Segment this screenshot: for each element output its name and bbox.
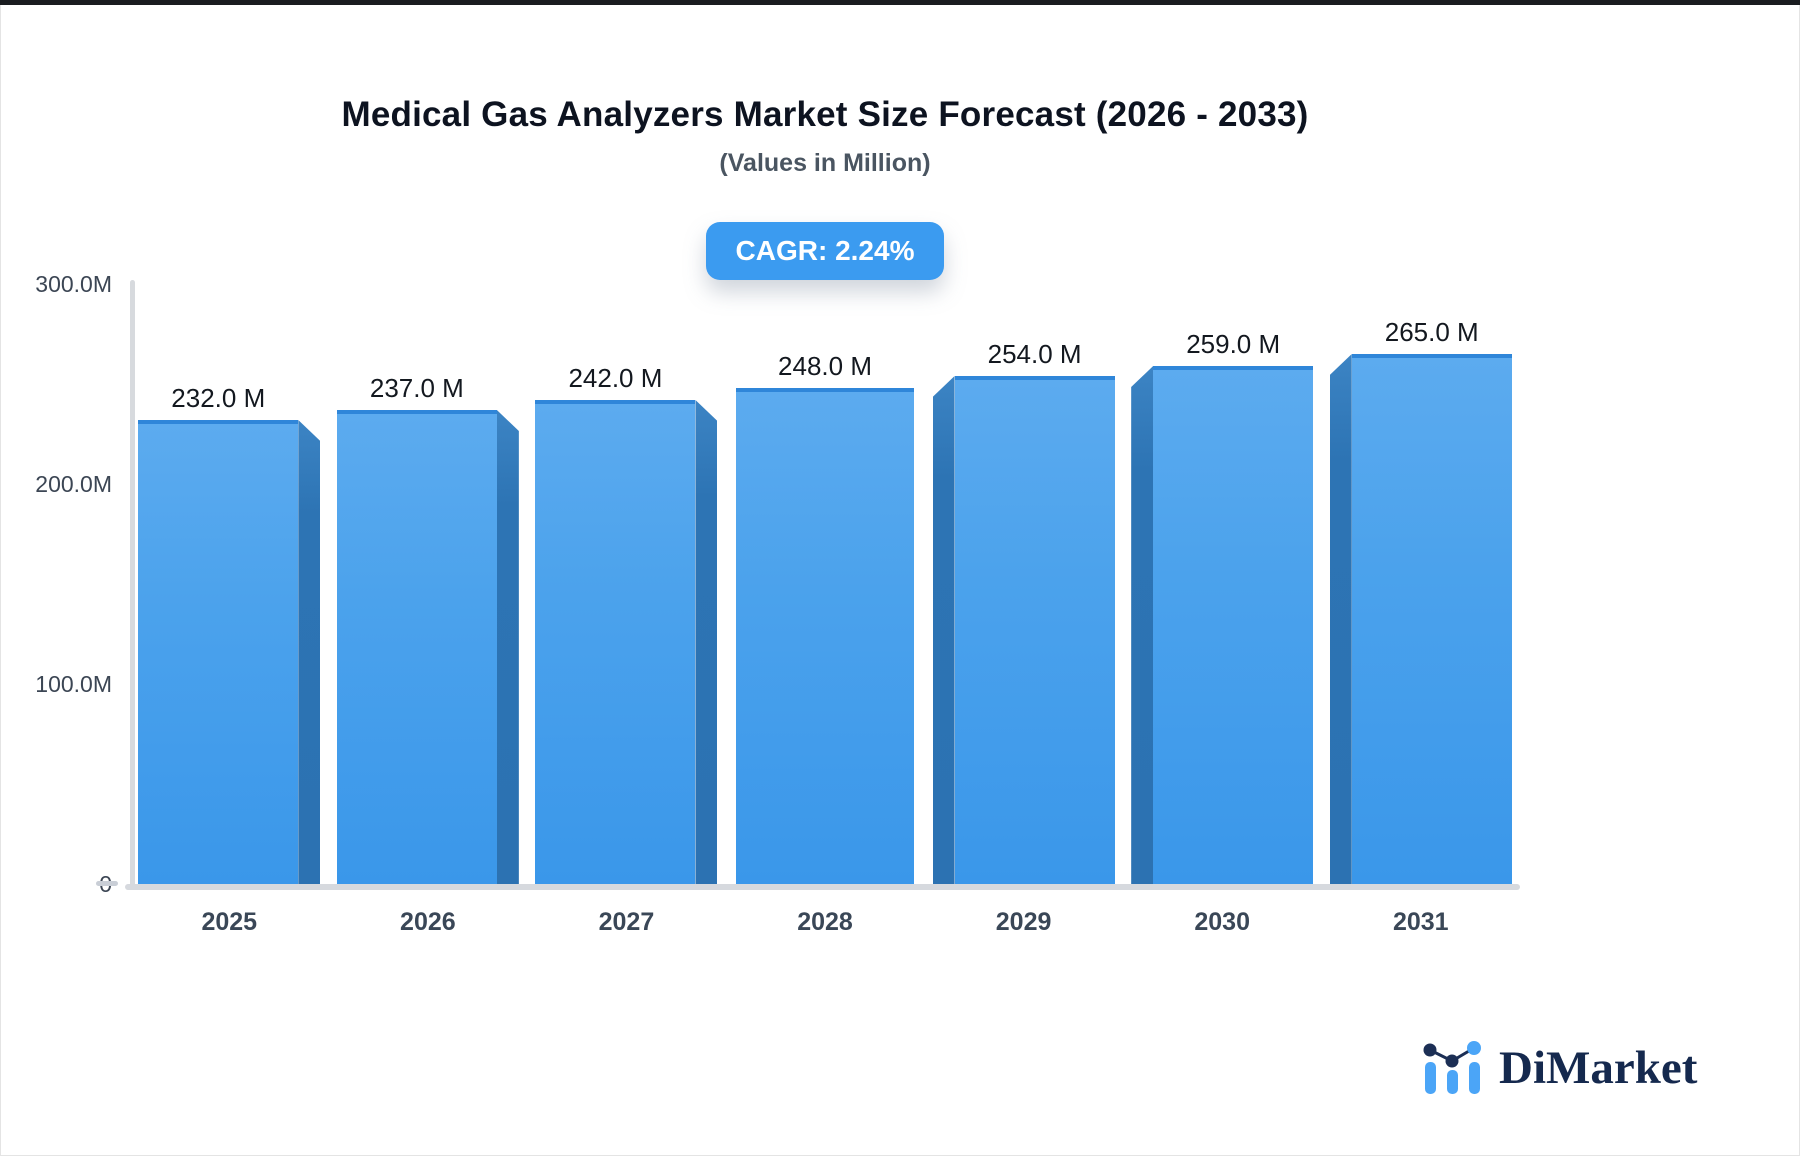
bars-row: 232.0 M 2025 237.0 M 2026 242.0 M 2027 248.0 M… xyxy=(130,255,1520,936)
bar-front-face xyxy=(535,400,696,884)
dimarket-logo-text: DiMarket xyxy=(1499,1041,1698,1094)
bar-2025: 232.0 M xyxy=(138,383,321,884)
y-tick-300.0M: 300.0M xyxy=(35,271,112,297)
bar-side-face xyxy=(695,400,718,884)
x-axis-line xyxy=(125,884,1520,890)
x-axis-label-2029: 2029 xyxy=(995,908,1052,936)
bar-value-label-2027: 242.0 M xyxy=(568,363,663,393)
bar-slot-2027: 242.0 M 2027 xyxy=(527,255,726,936)
bar-front-face xyxy=(336,410,497,884)
bar-front-face xyxy=(1153,366,1314,884)
bar-2029: 254.0 M xyxy=(932,339,1115,884)
x-axis-label-2025: 2025 xyxy=(201,908,258,936)
bar-2027: 242.0 M xyxy=(535,363,718,884)
bar-front-face xyxy=(1351,354,1512,884)
chart-title: Medical Gas Analyzers Market Size Foreca… xyxy=(341,95,1309,134)
y-tick-100.0M: 100.0M xyxy=(35,671,112,697)
bar-2026: 237.0 M xyxy=(336,373,519,884)
bar-slot-2030: 259.0 M 2030 xyxy=(1123,255,1322,936)
bar-2028: 248.0 M xyxy=(736,351,915,884)
bar-side-face xyxy=(1131,366,1154,884)
bar-front-face xyxy=(138,420,299,884)
bar-side-face xyxy=(298,420,321,884)
cagr-badge: CAGR: 2.24% xyxy=(705,222,945,280)
bar-chart-icon xyxy=(1423,1041,1481,1094)
bar-value-label-2029: 254.0 M xyxy=(987,339,1082,369)
y-axis-line xyxy=(130,280,135,890)
bar-side-face xyxy=(932,376,955,884)
bar-side-face xyxy=(1329,354,1352,884)
y-tick-200.0M: 200.0M xyxy=(35,471,112,497)
bar-slot-2028: 248.0 M 2028 xyxy=(726,255,925,936)
dimarket-logo[interactable]: DiMarket xyxy=(1422,1036,1697,1100)
bar-value-label-2025: 232.0 M xyxy=(171,383,266,413)
bar-slot-2026: 237.0 M 2026 xyxy=(329,255,528,936)
x-axis-label-2030: 2030 xyxy=(1194,908,1250,936)
bar-front-face xyxy=(954,376,1115,884)
x-axis-label-2026: 2026 xyxy=(400,908,456,936)
top-border xyxy=(0,0,1800,5)
bar-value-label-2026: 237.0 M xyxy=(369,373,464,403)
bar-2030: 259.0 M xyxy=(1131,329,1314,884)
plot-area: 232.0 M 2025 237.0 M 2026 242.0 M 2027 248.0 M… xyxy=(125,255,1520,936)
x-axis-label-2027: 2027 xyxy=(598,908,655,936)
bar-front-face xyxy=(736,388,915,884)
bar-slot-2029: 254.0 M 2029 xyxy=(924,255,1123,936)
bar-value-label-2031: 265.0 M xyxy=(1384,317,1479,347)
x-axis-label-2028: 2028 xyxy=(797,908,853,936)
bar-value-label-2030: 259.0 M xyxy=(1186,329,1281,359)
bar-slot-2031: 265.0 M 2031 xyxy=(1321,255,1520,936)
chart-subtitle: (Values in Million) xyxy=(719,149,931,177)
cagr-badge-wrap: CAGR: 2.24% xyxy=(130,222,1520,280)
bar-side-face xyxy=(496,410,519,884)
bar-value-label-2028: 248.0 M xyxy=(778,351,872,381)
zero-tick-dash xyxy=(96,881,118,886)
bar-slot-2025: 232.0 M 2025 xyxy=(130,255,329,936)
x-axis-label-2031: 2031 xyxy=(1392,908,1449,936)
bar-2031: 265.0 M xyxy=(1329,317,1512,884)
